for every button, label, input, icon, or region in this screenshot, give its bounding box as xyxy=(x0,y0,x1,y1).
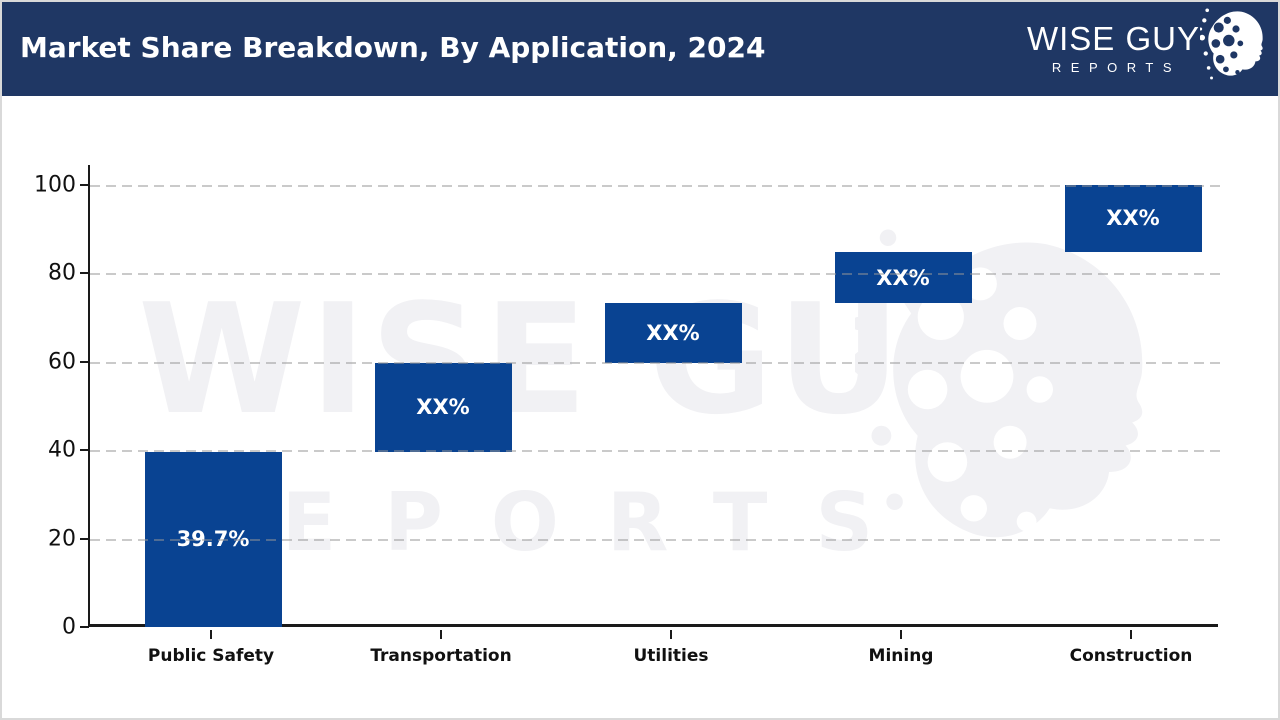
waterfall-bar: XX% xyxy=(834,251,972,304)
bar-value-label: XX% xyxy=(646,321,700,346)
x-tick-label: Transportation xyxy=(370,646,512,666)
y-tick-label: 80 xyxy=(48,260,76,286)
plot-area: 39.7% XX% XX% XX% XX% xyxy=(88,165,1220,627)
y-axis-labels: 0 20 40 60 80 100 xyxy=(0,165,76,640)
header: Market Share Breakdown, By Application, … xyxy=(0,0,1280,96)
y-tick-label: 100 xyxy=(34,172,76,198)
logo-text: WISE GUY REPORTS xyxy=(1027,20,1200,75)
y-tick-mark xyxy=(80,184,89,186)
x-tick-label: Public Safety xyxy=(147,646,275,666)
y-axis-ticks xyxy=(80,165,89,628)
y-tick-mark xyxy=(80,537,89,540)
x-tick-mark xyxy=(900,630,902,639)
logo-wordmark: WISE GUY xyxy=(1026,20,1200,57)
y-tick-label: 40 xyxy=(48,437,76,463)
gridline xyxy=(90,538,1220,541)
y-tick-label: 20 xyxy=(48,526,76,552)
waterfall-bar: XX% xyxy=(1064,185,1202,252)
x-tick-mark xyxy=(670,630,672,639)
y-tick-mark xyxy=(80,626,89,628)
chart-canvas: WISE GUY REPORTS 0 20 40 60 80 100 39.7% XX% XX… xyxy=(0,96,1280,720)
y-tick-mark xyxy=(80,449,89,452)
y-tick-label: 0 xyxy=(62,614,76,640)
x-tick-mark xyxy=(440,630,442,639)
y-tick-label: 60 xyxy=(48,349,76,375)
gridline xyxy=(90,273,1220,276)
y-tick-mark xyxy=(80,360,89,363)
x-tick-label: Mining xyxy=(868,646,934,666)
gridline xyxy=(90,361,1220,364)
logo: WISE GUY REPORTS xyxy=(1022,6,1272,92)
x-axis-labels: Public Safety Transportation Utilities Mini… xyxy=(88,630,1218,680)
logo-head-icon xyxy=(1200,8,1263,80)
gridline xyxy=(90,450,1220,453)
x-tick-mark xyxy=(1130,630,1132,639)
bar-value-label: XX% xyxy=(876,265,930,290)
y-tick-mark xyxy=(80,272,89,275)
waterfall-bar: XX% xyxy=(374,363,512,452)
x-tick-label: Construction xyxy=(1069,646,1193,666)
bar-value-label: XX% xyxy=(416,395,470,420)
waterfall-bar: XX% xyxy=(604,303,742,364)
x-tick-mark xyxy=(210,630,212,639)
bar-value-label: XX% xyxy=(1106,206,1160,231)
logo-subtitle: REPORTS xyxy=(1051,60,1182,75)
x-tick-label: Utilities xyxy=(633,646,709,666)
gridline xyxy=(90,185,1220,187)
page-title: Market Share Breakdown, By Application, … xyxy=(20,31,766,64)
